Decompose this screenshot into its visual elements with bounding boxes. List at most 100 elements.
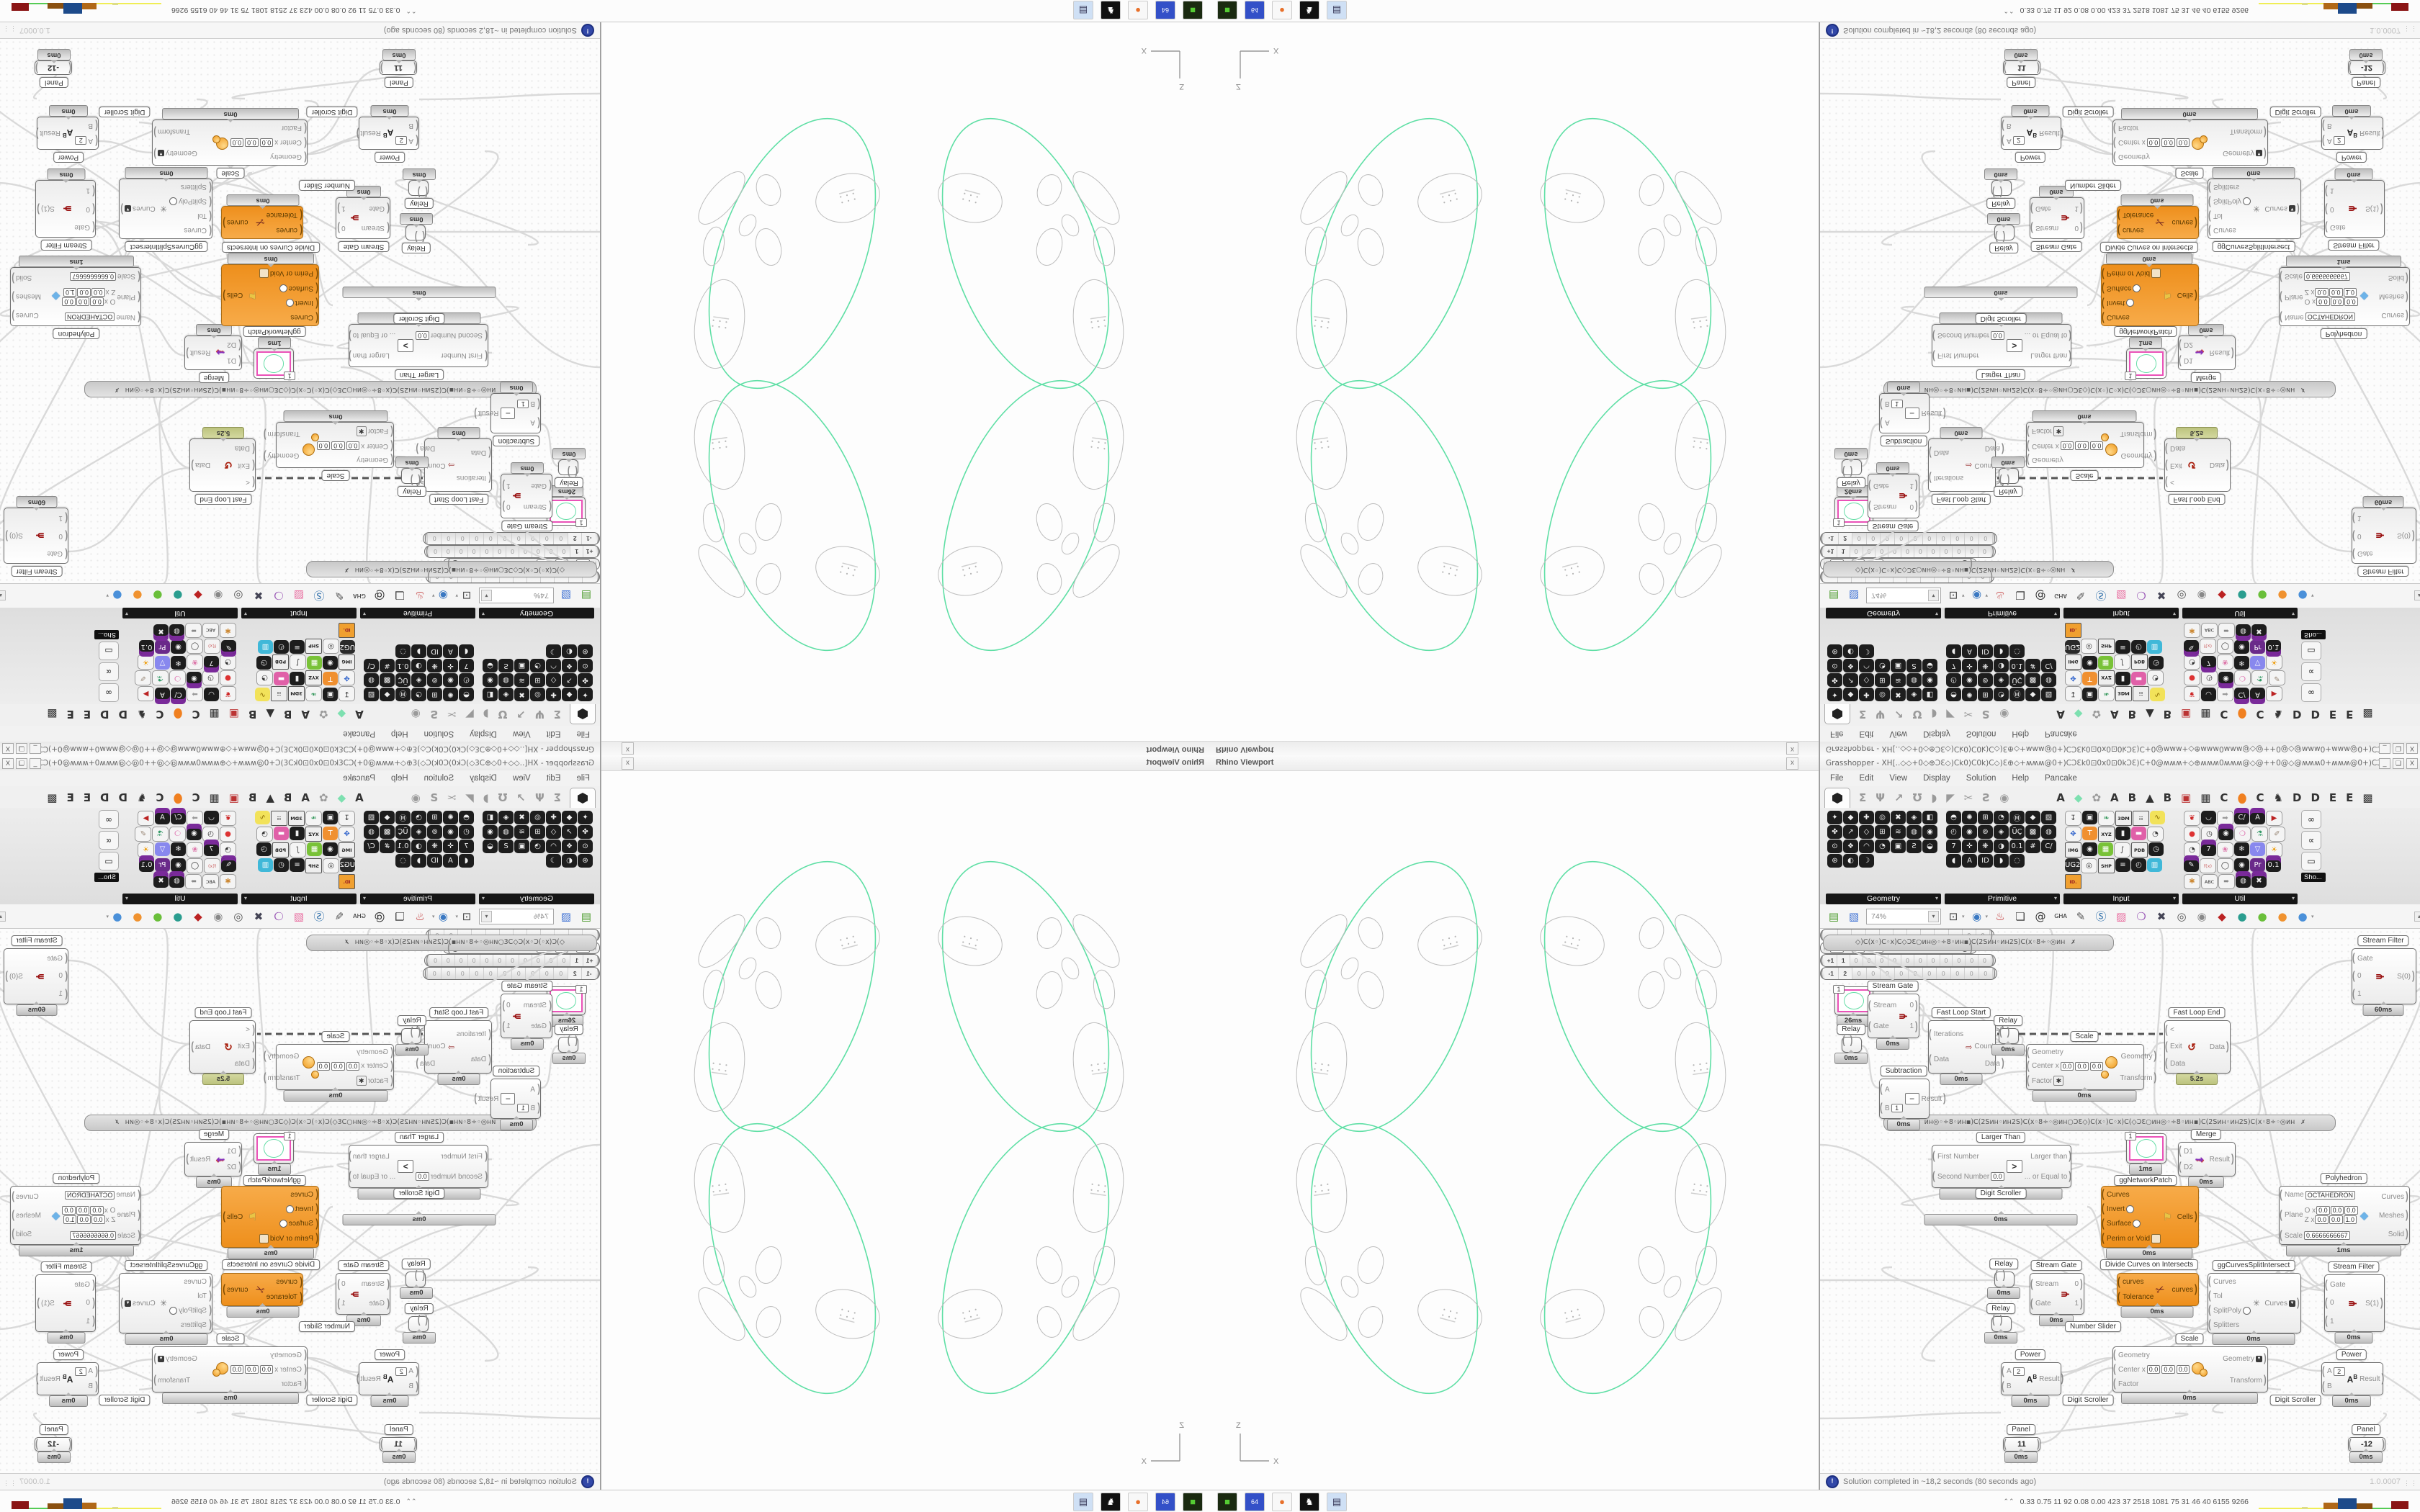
flatten-icon[interactable]: ▼ [158,1355,164,1362]
component-icon[interactable]: ◍ [1906,825,1922,839]
tab-icon[interactable]: Ψ [1876,708,1885,721]
small-ellipse[interactable] [1091,968,1118,1010]
component-icon[interactable]: ≋ [1891,825,1906,839]
component-icon[interactable]: ◒ [483,659,498,672]
gh-node-stream-filter[interactable]: (Gate(0(1 ⋔ S(0)) [4,948,68,1004]
toolbar-icon[interactable]: ◆ [2218,589,2226,603]
port[interactable]: ) [35,1438,38,1451]
component-icon[interactable]: ◉ [2218,827,2233,840]
tab-icon[interactable]: Ƨ [429,708,438,721]
port[interactable]: ( [485,329,488,342]
toolbar-icon[interactable]: ❏ [395,909,405,923]
toolbar-icon[interactable]: Ⓢ [313,910,325,923]
tab-icon[interactable]: ◤ [465,708,474,721]
port[interactable]: ) [12,1190,14,1203]
value-box[interactable]: 0.0 [77,287,91,297]
component-icon[interactable]: ÜÇ [2009,825,2025,839]
small-ellipse[interactable] [1354,914,1386,952]
panel-label-geometry[interactable]: Geometry ▾ [1826,608,1941,618]
digit-cell[interactable]: 0 [1979,968,1993,979]
port[interactable]: ) [502,1020,505,1032]
menu-item-pancake[interactable]: Pancake [2045,729,2077,738]
tab-addon[interactable]: B [283,708,292,721]
port[interactable]: ( [1821,929,1824,942]
tab-addon[interactable]: ▲ [266,708,274,721]
component-icon[interactable]: ⚗ [2251,670,2268,685]
panel-label-input[interactable]: Input ▾ [2063,608,2179,618]
menu-item-pancake[interactable]: Pancake [343,774,375,783]
component-icon[interactable]: ◈ [498,811,514,824]
small-ellipse[interactable] [1091,502,1118,544]
panel-label-input[interactable]: Input ▾ [241,894,357,904]
tab-icon[interactable]: Ƨ [1982,791,1991,804]
port[interactable]: ( [425,1314,428,1326]
gh-node-fast-loop-end[interactable]: (<(Exit(Data ↺ Data) [189,438,256,492]
component-icon[interactable]: ▨ [364,811,379,824]
port[interactable]: ) [2195,1283,2197,1296]
component-icon[interactable]: A [443,644,458,658]
small-ellipse[interactable] [810,1282,885,1345]
port[interactable]: ( [92,184,95,197]
port[interactable]: ( [1868,999,1871,1012]
big-ellipse[interactable] [676,359,908,673]
small-ellipse[interactable] [1091,1245,1118,1287]
component-icon[interactable]: ▣ [2082,688,2097,701]
tab-icon[interactable]: Σ [553,708,561,721]
value-box[interactable]: 0.0 [259,1365,274,1374]
port[interactable]: ( [65,511,68,524]
toolbar-icon[interactable]: ❏ [2015,909,2025,923]
panel-value[interactable]: -12 [2361,1440,2372,1449]
component-icon[interactable]: f(x) [204,858,220,873]
tab-params[interactable] [1824,788,1850,808]
tab-addon[interactable]: C [156,708,164,721]
component-icon[interactable]: PDB [272,842,289,858]
component-icon[interactable]: ◑ [411,840,426,853]
component-icon[interactable]: ❧ [2098,811,2115,826]
component-icon[interactable]: ☽ [1859,644,1874,658]
big-ellipse[interactable] [1512,840,1744,1154]
component-icon[interactable]: ◠ [1859,840,1874,853]
window-button[interactable]: X [2406,758,2418,769]
value-box[interactable]: 0.0 [2176,138,2190,147]
component-icon[interactable]: ◡ [2201,811,2216,824]
component-icon[interactable]: XYZ [305,670,322,685]
digit-cell[interactable]: 0 [1850,955,1863,966]
component-icon[interactable]: ▣ [514,659,529,672]
value-box[interactable]: 1 [284,1132,295,1140]
gh-node-scale[interactable]: (Geometry(Center x 0.0 0.0 0.0(Factor ✱ Geome… [264,422,394,468]
port[interactable]: ( [537,397,540,410]
panel-label-util[interactable]: Util ▾ [122,894,238,904]
small-ellipse[interactable] [1635,560,1667,598]
component-icon[interactable]: ◡ [204,811,219,824]
component-icon[interactable]: ⊙ [1827,659,1842,672]
small-ellipse[interactable] [1667,908,1729,974]
panel-label-primitive[interactable]: Primitive ▾ [1945,608,2060,618]
gh-node-ggnetworkpatch[interactable]: 1 [254,348,295,380]
chevron-down-icon[interactable]: ▾ [431,914,435,919]
component-icon[interactable]: ◔ [1875,659,1890,672]
tab-addon[interactable]: D [100,708,109,721]
toggle-circle[interactable] [2126,1205,2135,1213]
component-icon[interactable]: ✛ [443,840,458,853]
component-icon[interactable]: ✖ [1891,688,1906,701]
toolbar-icon[interactable]: ▨ [2115,589,2127,603]
small-ellipse[interactable] [1693,225,1720,267]
port[interactable]: ( [1880,397,1883,410]
value-box[interactable]: 0.0 [2089,441,2104,451]
port[interactable]: ) [447,558,450,570]
gh-node-ggcurvessplitintersect[interactable]: (Curves(Tol(SplitPoly(Splitters ✳︎ Curves ▼… [2208,1273,2301,1333]
toolbar-icon[interactable]: ◎ [2177,909,2187,923]
big-ellipse[interactable] [910,96,1142,411]
flatten-icon[interactable]: ▼ [2289,1300,2295,1307]
component-icon[interactable]: ⊛ [578,644,593,658]
small-ellipse[interactable] [933,1282,1008,1345]
component-icon[interactable]: ◈ [411,825,426,839]
flatten-icon[interactable]: ▼ [2256,1355,2262,1362]
component-icon[interactable]: Pr [2250,640,2265,654]
component-icon[interactable]: ◷ [256,842,272,856]
component-icon[interactable]: T [323,827,338,840]
value-box[interactable]: 1.0 [63,1215,77,1225]
value-box[interactable]: 1 [2125,372,2136,380]
panel-label-primitive[interactable]: Primitive ▾ [1945,894,2060,904]
toolbar-icon[interactable]: ● [112,909,122,923]
